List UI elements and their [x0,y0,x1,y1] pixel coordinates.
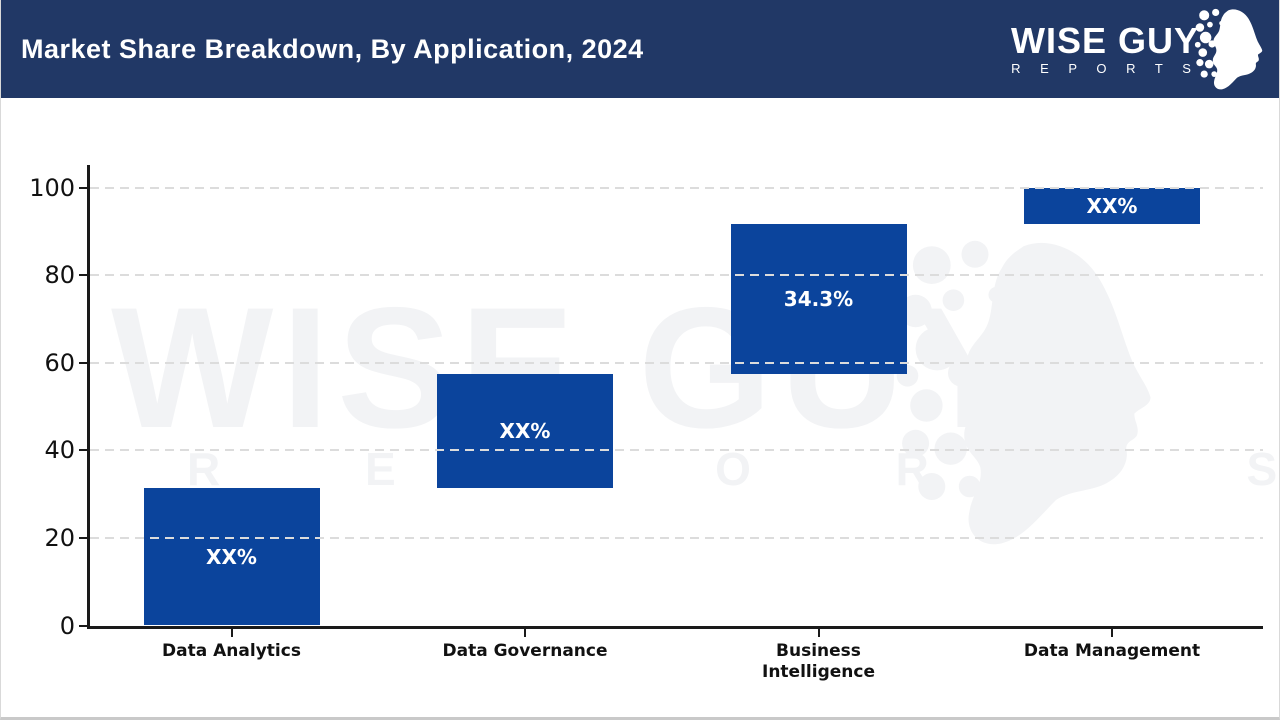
y-tick-label-80: 80 [44,261,75,290]
dotted-face-profile-icon [1193,6,1267,92]
y-tick-label-100: 100 [29,173,75,202]
y-tick-100 [79,186,88,189]
x-tick-label-data-management: Data Management [1023,640,1201,661]
gridline-100 [90,186,1263,189]
gridline-20 [90,536,1263,539]
y-tick-0 [79,624,88,627]
bar-data-governance [437,374,613,488]
y-tick-label-40: 40 [44,436,75,465]
bar-label-data-management: XX% [1086,193,1138,218]
brand-name: WISE GUY [1010,20,1199,61]
y-tick-label-20: 20 [44,523,75,552]
bar-label-data-analytics: XX% [206,544,257,569]
page-title: Market Share Breakdown, By Application, … [21,33,644,64]
y-tick-40 [79,449,88,452]
y-tick-20 [79,536,88,539]
bar-data-analytics [143,487,320,626]
y-tick-80 [79,274,88,277]
brand-logo-text: WISE GUY R E P O R T S [1010,20,1199,76]
x-tick-label-data-analytics: Data Analytics [162,640,301,661]
x-tick-3 [817,628,820,637]
x-tick-label-data-governance: Data Governance [442,640,608,661]
bar-label-business-intelligence: 34.3% [783,286,854,311]
chart-area: 0 20 40 60 80 100 XX% XX% 34.3% XX% Data Analytics… [1,98,1279,717]
x-tick-label-business-intelligence: Business Intelligence [762,640,875,682]
bar-business-intelligence [730,223,907,375]
header: Market Share Breakdown, By Application, … [1,0,1279,98]
y-tick-label-60: 60 [44,348,75,377]
brand-logo: WISE GUY R E P O R T S [1011,6,1267,92]
bar-data-management [1024,187,1200,224]
x-axis [87,625,1263,629]
gridline-60 [90,361,1263,364]
x-tick-1 [230,628,233,637]
brand-subtitle: R E P O R T S [1011,61,1199,76]
y-tick-label-0: 0 [59,611,75,640]
gridline-80 [90,274,1263,277]
x-tick-2 [524,628,526,637]
y-tick-60 [79,361,88,364]
y-axis [87,165,90,628]
x-tick-4 [1111,628,1113,637]
gridline-40 [90,449,1263,452]
bar-label-data-governance: XX% [499,418,551,443]
